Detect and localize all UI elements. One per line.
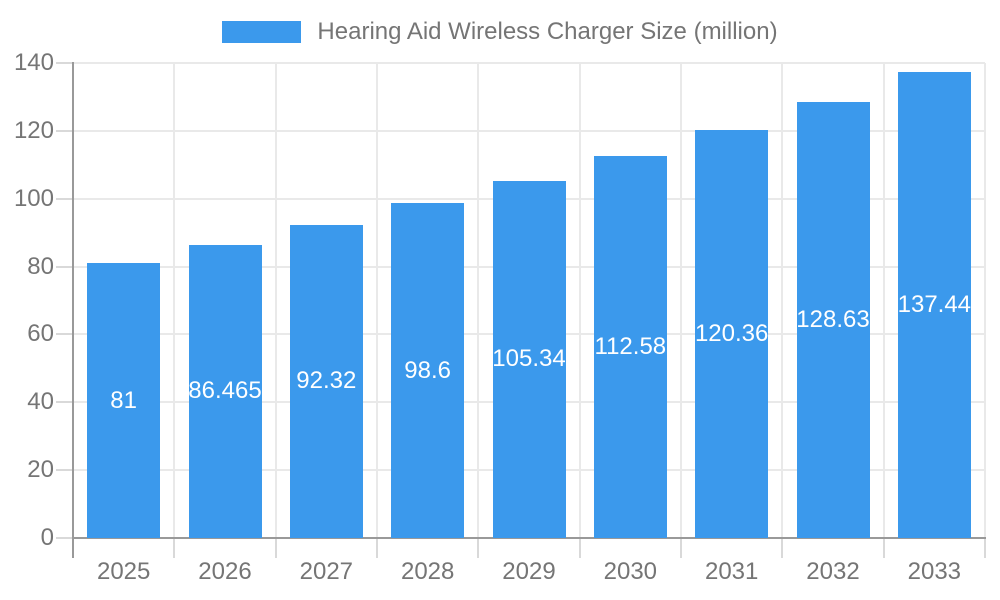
x-axis-tick	[578, 539, 581, 558]
gridline-vertical	[173, 63, 176, 538]
x-axis-tick	[376, 539, 378, 558]
bar-value-label: 105.34	[492, 345, 566, 373]
bar	[796, 101, 870, 538]
bar-value-label: 128.63	[796, 305, 870, 333]
bar	[897, 71, 971, 538]
gridline-horizontal	[73, 62, 985, 64]
x-axis-label: 2032	[806, 558, 860, 585]
y-axis-label: 0	[40, 524, 54, 551]
bar-value-label: 92.32	[296, 367, 357, 395]
x-axis-tick	[274, 539, 277, 558]
x-axis-label: 2029	[502, 558, 556, 585]
y-axis-tick	[56, 401, 72, 404]
y-axis-label: 100	[13, 184, 54, 212]
bar-value-label: 86.465	[188, 377, 262, 405]
gridline-vertical	[680, 63, 682, 538]
bar	[492, 180, 566, 538]
gridline-vertical	[578, 63, 581, 538]
y-axis-tick	[56, 197, 72, 200]
x-axis-tick	[173, 539, 176, 558]
y-axis-tick	[56, 469, 72, 472]
y-axis-label: 40	[27, 388, 54, 416]
gridline-vertical	[882, 63, 885, 538]
bar	[593, 156, 667, 538]
bar-value-label: 98.6	[404, 356, 452, 384]
y-axis-tick	[56, 265, 72, 268]
bar-value-label: 81	[110, 386, 137, 414]
bar-value-label: 112.58	[594, 333, 667, 361]
gridline-vertical	[376, 63, 378, 538]
x-axis-tick	[882, 539, 885, 558]
gridline-horizontal	[73, 129, 985, 132]
bar	[289, 224, 363, 538]
y-axis-tick	[56, 537, 72, 539]
x-axis-tick	[984, 539, 986, 558]
legend: Hearing Aid Wireless Charger Size (milli…	[0, 17, 1000, 47]
gridline-vertical	[781, 63, 784, 538]
x-axis-line	[72, 537, 986, 539]
y-axis-label: 60	[27, 320, 54, 348]
y-axis-label: 120	[13, 116, 54, 144]
bar	[391, 203, 465, 538]
y-axis-label: 140	[13, 49, 54, 76]
y-axis-label: 80	[27, 252, 54, 280]
legend-label: Hearing Aid Wireless Charger Size (milli…	[317, 18, 778, 45]
gridline-vertical	[984, 63, 986, 538]
y-axis-tick	[56, 333, 72, 336]
bar-value-label: 120.36	[694, 319, 769, 347]
bar	[87, 263, 161, 538]
x-axis-tick	[781, 539, 784, 558]
x-axis-label: 2031	[704, 558, 759, 585]
x-axis-label: 2033	[907, 558, 962, 585]
gridline-vertical	[477, 63, 480, 538]
gridline-vertical	[274, 63, 277, 538]
x-axis-label: 2030	[603, 558, 658, 585]
x-axis-label: 2025	[96, 558, 151, 585]
x-axis-label: 2028	[400, 558, 455, 585]
y-axis-line	[72, 62, 74, 558]
x-axis-label: 2027	[299, 558, 354, 585]
y-axis-tick	[56, 62, 72, 64]
y-axis-label: 20	[27, 456, 54, 484]
bar	[695, 129, 769, 538]
y-axis-tick	[56, 129, 72, 132]
legend-marker	[222, 21, 302, 43]
x-axis-tick	[477, 539, 480, 558]
x-axis-label: 2026	[198, 558, 252, 585]
bar	[188, 244, 262, 538]
bar-value-label: 137.44	[897, 290, 972, 318]
x-axis-tick	[680, 539, 682, 558]
